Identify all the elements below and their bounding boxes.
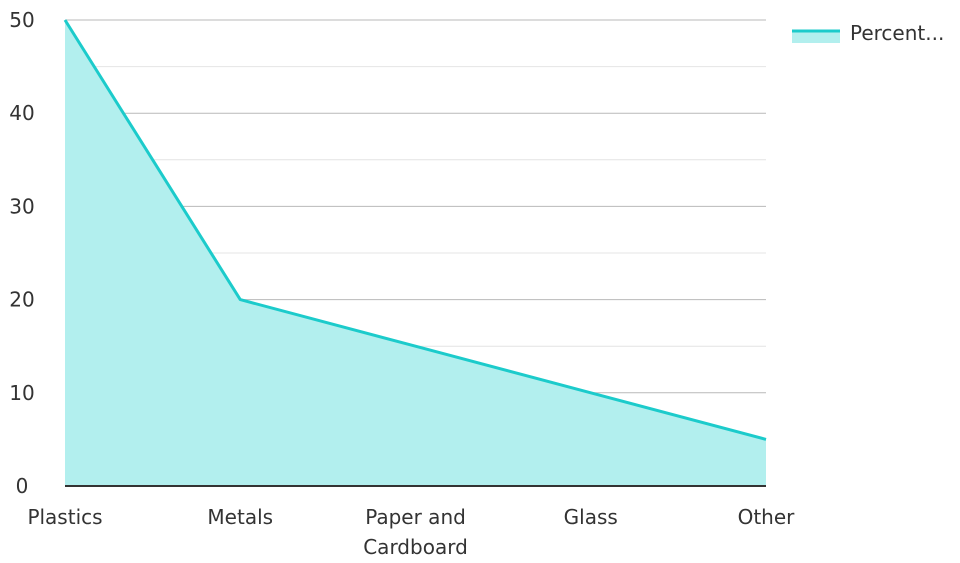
- y-tick-label: 50: [9, 8, 34, 32]
- x-tick-label: Other: [738, 505, 796, 529]
- legend-swatch: [792, 31, 840, 43]
- x-tick-label: Metals: [207, 505, 273, 529]
- x-tick-label: Glass: [564, 505, 618, 529]
- legend: Percent...: [792, 21, 944, 45]
- y-tick-label: 30: [9, 194, 34, 218]
- legend-label: Percent...: [850, 21, 944, 45]
- y-tick-label: 40: [9, 101, 34, 125]
- y-tick-label: 0: [16, 474, 29, 498]
- y-axis-tick-labels: 0 10 20 30 40 50: [9, 8, 34, 498]
- x-tick-label: Plastics: [27, 505, 102, 529]
- y-tick-label: 20: [9, 288, 34, 312]
- y-tick-label: 10: [9, 381, 34, 405]
